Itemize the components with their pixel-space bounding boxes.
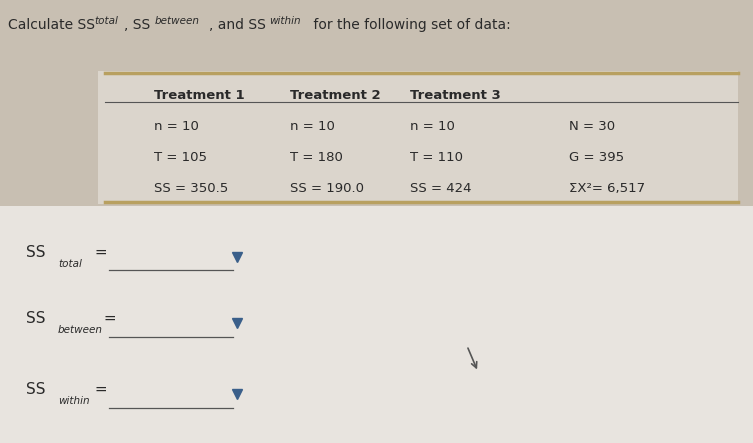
Text: =: = — [90, 382, 107, 397]
Text: , SS: , SS — [124, 18, 151, 32]
Text: n = 10: n = 10 — [290, 120, 335, 133]
Text: T = 180: T = 180 — [290, 151, 343, 164]
Text: T = 110: T = 110 — [410, 151, 463, 164]
Text: , and SS: , and SS — [209, 18, 267, 32]
Text: Treatment 2: Treatment 2 — [290, 89, 380, 102]
Text: total: total — [58, 259, 82, 268]
Text: SS = 350.5: SS = 350.5 — [154, 182, 229, 195]
Text: =: = — [90, 245, 107, 260]
FancyBboxPatch shape — [98, 71, 738, 204]
Text: within: within — [58, 396, 90, 406]
Text: n = 10: n = 10 — [154, 120, 200, 133]
Text: between: between — [154, 16, 200, 26]
Text: SS = 424: SS = 424 — [410, 182, 472, 195]
Text: T = 105: T = 105 — [154, 151, 207, 164]
Text: N = 30: N = 30 — [569, 120, 614, 133]
FancyBboxPatch shape — [0, 206, 753, 443]
Text: n = 10: n = 10 — [410, 120, 456, 133]
Text: G = 395: G = 395 — [569, 151, 623, 164]
Text: =: = — [99, 311, 117, 326]
Text: Calculate SS: Calculate SS — [8, 18, 95, 32]
Text: within: within — [270, 16, 301, 26]
Text: between: between — [58, 325, 103, 335]
Text: total: total — [94, 16, 118, 26]
Text: ΣX²= 6,517: ΣX²= 6,517 — [569, 182, 645, 195]
Text: SS: SS — [26, 382, 46, 397]
Text: Treatment 3: Treatment 3 — [410, 89, 501, 102]
Text: SS: SS — [26, 245, 46, 260]
Text: SS: SS — [26, 311, 46, 326]
Text: SS = 190.0: SS = 190.0 — [290, 182, 364, 195]
Text: Treatment 1: Treatment 1 — [154, 89, 245, 102]
Text: for the following set of data:: for the following set of data: — [309, 18, 511, 32]
